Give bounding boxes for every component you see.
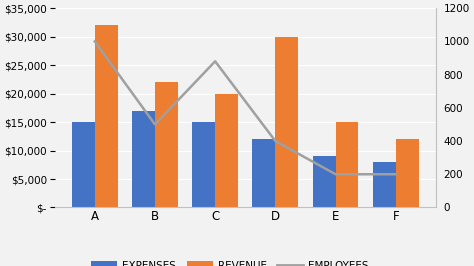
- Bar: [313, 156, 336, 207]
- Bar: [275, 37, 298, 207]
- Bar: [72, 122, 95, 207]
- Bar: [373, 162, 396, 207]
- Bar: [336, 122, 358, 207]
- Bar: [253, 139, 275, 207]
- Bar: [215, 94, 238, 207]
- Bar: [155, 82, 178, 207]
- Legend: EXPENSES, REVENUE, EMPLOYEES: EXPENSES, REVENUE, EMPLOYEES: [87, 256, 373, 266]
- Bar: [192, 122, 215, 207]
- Bar: [132, 111, 155, 207]
- Bar: [396, 139, 419, 207]
- Bar: [95, 25, 118, 207]
